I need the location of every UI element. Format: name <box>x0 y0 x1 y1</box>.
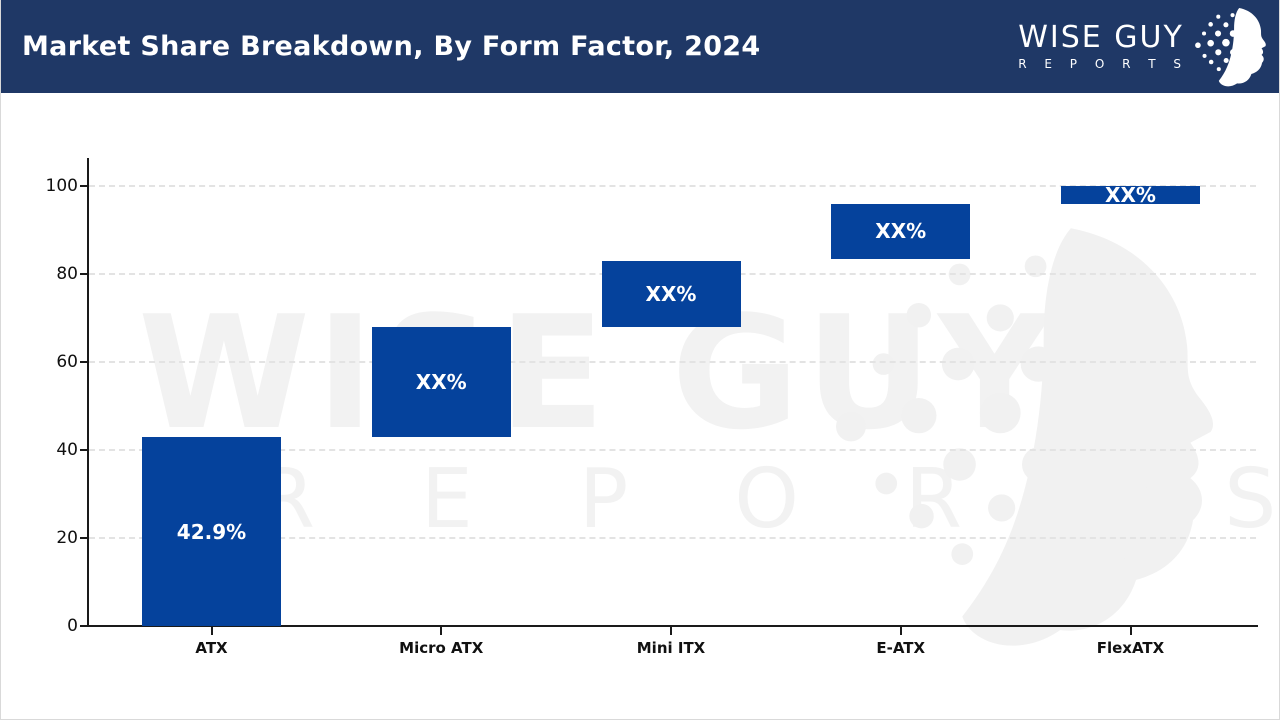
y-tick-label: 0 <box>67 616 78 636</box>
x-tick-mark <box>670 627 672 635</box>
y-tick-label: 20 <box>56 528 78 548</box>
chart-title: Market Share Breakdown, By Form Factor, … <box>22 31 761 62</box>
y-tick-label: 60 <box>56 352 78 372</box>
x-tick-label-atx: ATX <box>195 639 228 657</box>
header-bar: Market Share Breakdown, By Form Factor, … <box>0 0 1280 93</box>
y-tick-label: 100 <box>45 176 78 196</box>
y-tick-mark <box>80 537 88 539</box>
y-tick-mark <box>80 273 88 275</box>
x-axis-spine <box>86 625 1258 627</box>
x-tick-label-e-atx: E-ATX <box>876 639 926 657</box>
logo-text: WISE GUY R E P O R T S <box>1018 20 1188 71</box>
y-tick-mark <box>80 361 88 363</box>
bar-flexatx: XX% <box>1061 182 1200 207</box>
x-tick-mark <box>210 627 213 635</box>
bar-mini-itx: XX% <box>601 260 741 327</box>
bar-value-label: XX% <box>1105 182 1156 207</box>
y-tick-mark <box>80 185 88 187</box>
watermark-text-1: WISE GUY <box>138 282 1058 464</box>
wise-guy-logo: WISE GUY R E P O R T S <box>1018 5 1270 89</box>
y-tick-label: 80 <box>56 264 78 284</box>
bar-value-label: XX% <box>415 370 467 395</box>
x-tick-mark <box>1129 627 1132 635</box>
x-tick-label-mini-itx: Mini ITX <box>636 639 706 657</box>
gridline-y60 <box>89 361 1256 363</box>
bar-value-label: XX% <box>645 281 697 306</box>
x-tick-mark <box>440 627 443 635</box>
logo-face-icon <box>1195 7 1266 86</box>
y-axis-spine <box>87 158 89 627</box>
bar-e-atx: XX% <box>831 203 971 259</box>
x-tick-mark <box>899 627 902 635</box>
bar-value-label: XX% <box>875 219 927 244</box>
gridline-y100 <box>89 185 1256 187</box>
bar-micro-atx: XX% <box>371 326 511 438</box>
logo-name: WISE GUY <box>1018 20 1184 55</box>
gridline-y20 <box>89 537 1256 539</box>
logo-tagline: R E P O R T S <box>1018 57 1188 71</box>
y-tick-label: 40 <box>56 440 78 460</box>
gridline-y40 <box>89 449 1256 451</box>
bar-atx: 42.9% <box>142 437 281 626</box>
y-tick-mark <box>80 449 88 451</box>
y-tick-mark <box>80 625 88 627</box>
bar-value-label: 42.9% <box>176 519 247 544</box>
x-tick-label-micro-atx: Micro ATX <box>399 639 484 657</box>
x-tick-label-flexatx: FlexATX <box>1096 639 1165 657</box>
